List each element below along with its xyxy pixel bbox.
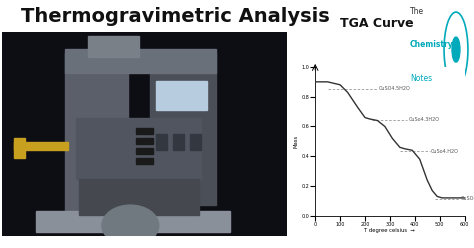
Bar	[14, 138, 25, 158]
Bar	[136, 158, 153, 164]
Bar	[156, 81, 207, 110]
Y-axis label: Mass: Mass	[293, 135, 299, 148]
Bar	[136, 128, 153, 134]
Text: Thermogravimetric Analysis: Thermogravimetric Analysis	[21, 7, 330, 27]
Bar	[88, 36, 139, 57]
X-axis label: T degree celsius  →: T degree celsius →	[365, 228, 415, 233]
Bar	[14, 142, 68, 150]
Text: Chemistry: Chemistry	[410, 40, 454, 49]
Text: CuSO4: CuSO4	[461, 196, 474, 201]
Bar	[65, 49, 216, 73]
Bar	[136, 138, 153, 144]
Bar	[150, 53, 216, 205]
Bar	[173, 134, 184, 150]
Bar	[79, 179, 199, 215]
Bar	[136, 148, 153, 154]
Bar	[156, 134, 167, 150]
Text: TGA Curve: TGA Curve	[340, 17, 414, 30]
Text: The: The	[410, 7, 424, 16]
Bar	[190, 134, 201, 150]
Circle shape	[452, 37, 460, 62]
Bar	[65, 53, 128, 219]
Text: CuSo4.H2O: CuSo4.H2O	[431, 149, 458, 154]
Bar	[76, 118, 201, 179]
Text: CuSo4.3H2O: CuSo4.3H2O	[408, 117, 439, 122]
Text: CuSO4.5H2O: CuSO4.5H2O	[378, 86, 410, 91]
Text: Notes: Notes	[410, 74, 432, 83]
Circle shape	[102, 205, 159, 246]
Bar	[36, 211, 230, 232]
